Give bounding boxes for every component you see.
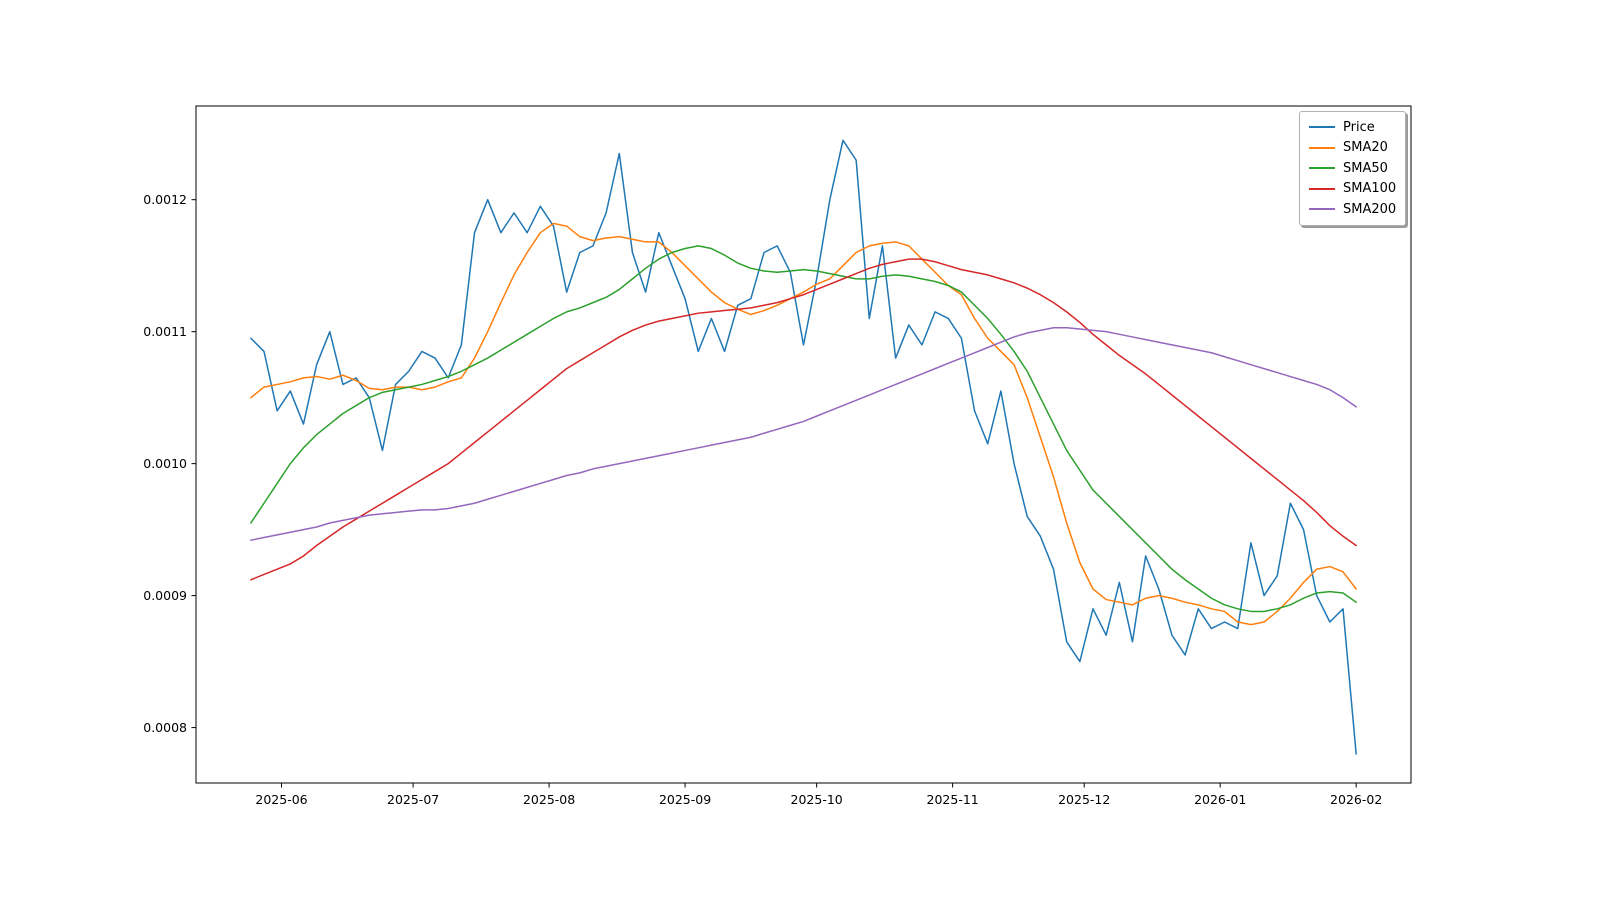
legend-item-sma100: SMA100 bbox=[1309, 179, 1396, 200]
series-line-sma200 bbox=[250, 326, 1357, 541]
x-tick-label: 2025-12 bbox=[1058, 792, 1110, 807]
x-tick-label: 2025-10 bbox=[791, 792, 843, 807]
legend: Price SMA20 SMA50 SMA100 SMA200 bbox=[1299, 111, 1407, 226]
legend-label: Price bbox=[1343, 119, 1375, 135]
y-tick-label: 0.0011 bbox=[143, 324, 187, 339]
series-line-price bbox=[250, 139, 1357, 755]
x-tick-label: 2025-06 bbox=[255, 792, 307, 807]
x-tick-label: 2025-11 bbox=[927, 792, 979, 807]
y-tick-label: 0.0010 bbox=[143, 456, 187, 471]
legend-line-swatch bbox=[1309, 187, 1335, 190]
legend-label: SMA20 bbox=[1343, 140, 1388, 156]
legend-item-sma200: SMA200 bbox=[1309, 199, 1396, 220]
legend-item-sma50: SMA50 bbox=[1309, 158, 1396, 179]
legend-line-swatch bbox=[1309, 167, 1335, 170]
legend-label: SMA100 bbox=[1343, 181, 1397, 197]
legend-item-sma20: SMA20 bbox=[1309, 138, 1396, 159]
y-tick-label: 0.0012 bbox=[143, 192, 187, 207]
y-tick-label: 0.0009 bbox=[143, 588, 187, 603]
plot-frame bbox=[195, 105, 1412, 784]
x-tick-label: 2026-02 bbox=[1330, 792, 1382, 807]
x-tick-label: 2025-08 bbox=[523, 792, 575, 807]
x-tick-label: 2026-01 bbox=[1194, 792, 1246, 807]
y-tick-label: 0.0008 bbox=[143, 720, 187, 735]
legend-label: SMA50 bbox=[1343, 160, 1388, 176]
x-tick-label: 2025-09 bbox=[659, 792, 711, 807]
legend-line-swatch bbox=[1309, 208, 1335, 211]
legend-line-swatch bbox=[1309, 146, 1335, 149]
series-line-sma100 bbox=[250, 258, 1357, 581]
legend-label: SMA200 bbox=[1343, 201, 1397, 217]
series-line-sma50 bbox=[250, 245, 1357, 613]
series-line-sma20 bbox=[250, 222, 1357, 626]
legend-item-price: Price bbox=[1309, 117, 1396, 138]
legend-line-swatch bbox=[1309, 126, 1335, 129]
x-tick-label: 2025-07 bbox=[387, 792, 439, 807]
